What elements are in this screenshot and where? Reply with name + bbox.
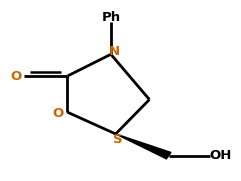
Text: S: S [113, 133, 123, 146]
Text: Ph: Ph [101, 11, 120, 24]
Text: O: O [53, 107, 64, 120]
Text: OH: OH [209, 149, 232, 162]
Polygon shape [116, 134, 171, 159]
Text: O: O [10, 70, 21, 83]
Text: N: N [109, 45, 120, 58]
